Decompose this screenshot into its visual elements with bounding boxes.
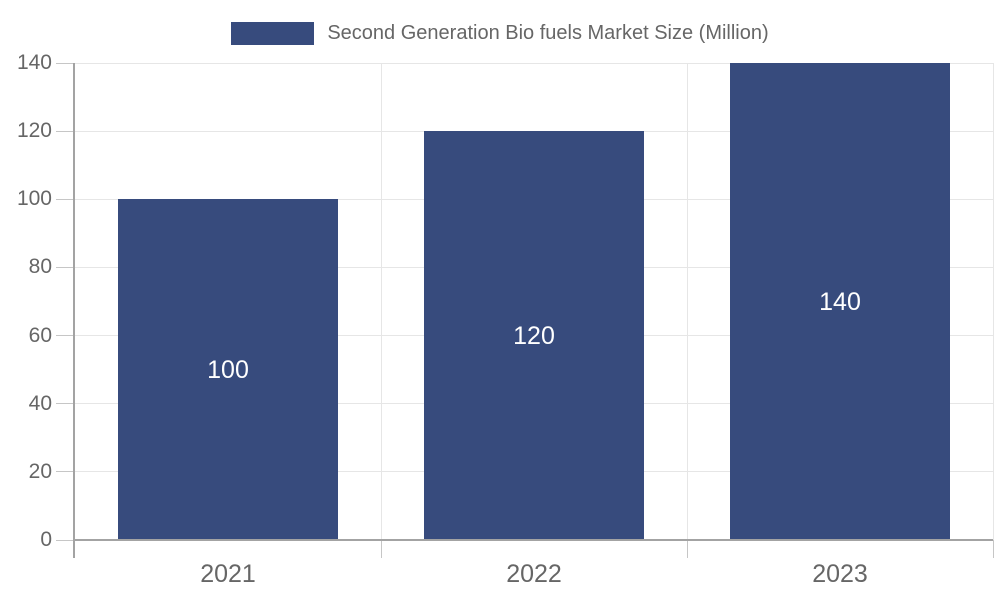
gridline-vertical <box>380 63 382 540</box>
y-axis-tick-label: 60 <box>28 323 52 347</box>
x-axis-tick <box>380 540 382 558</box>
bar-value-label-2023: 140 <box>819 287 861 316</box>
y-axis-tick-label: 80 <box>28 255 52 279</box>
y-axis-tick <box>56 471 75 473</box>
y-axis-tick-label: 20 <box>28 459 52 483</box>
y-axis-tick <box>56 539 75 541</box>
legend[interactable]: Second Generation Bio fuels Market Size … <box>0 11 1000 55</box>
x-axis-tick <box>686 540 688 558</box>
y-axis-tick <box>56 130 75 132</box>
y-axis-tick <box>56 403 75 405</box>
x-axis-tick <box>992 540 994 558</box>
bar-2022[interactable] <box>424 131 644 540</box>
y-axis-tick-label: 120 <box>16 119 52 143</box>
y-axis-tick-label: 100 <box>16 187 52 211</box>
x-axis-label: 2022 <box>506 560 562 588</box>
x-axis-label: 2021 <box>200 560 256 588</box>
gridline-vertical <box>992 63 994 540</box>
gridline-vertical <box>686 63 688 540</box>
legend-label: Second Generation Bio fuels Market Size … <box>327 21 769 44</box>
x-axis-label: 2023 <box>812 560 868 588</box>
legend-swatch <box>231 21 315 45</box>
y-axis-tick <box>56 266 75 268</box>
y-axis-tick <box>56 62 75 64</box>
bar-2021[interactable] <box>118 199 338 540</box>
y-axis-tick-label: 0 <box>40 528 52 551</box>
bar-2023[interactable] <box>730 63 950 540</box>
x-axis-line <box>75 538 993 541</box>
bar-value-label-2022: 120 <box>513 321 555 350</box>
gridline-horizontal <box>75 62 993 64</box>
y-axis-tick-label: 40 <box>28 391 52 415</box>
y-axis-line <box>73 63 75 558</box>
bar-value-label-2021: 100 <box>207 355 249 384</box>
y-axis-tick-label: 140 <box>16 51 52 74</box>
y-axis-tick <box>56 198 75 200</box>
y-axis-tick <box>56 335 75 337</box>
